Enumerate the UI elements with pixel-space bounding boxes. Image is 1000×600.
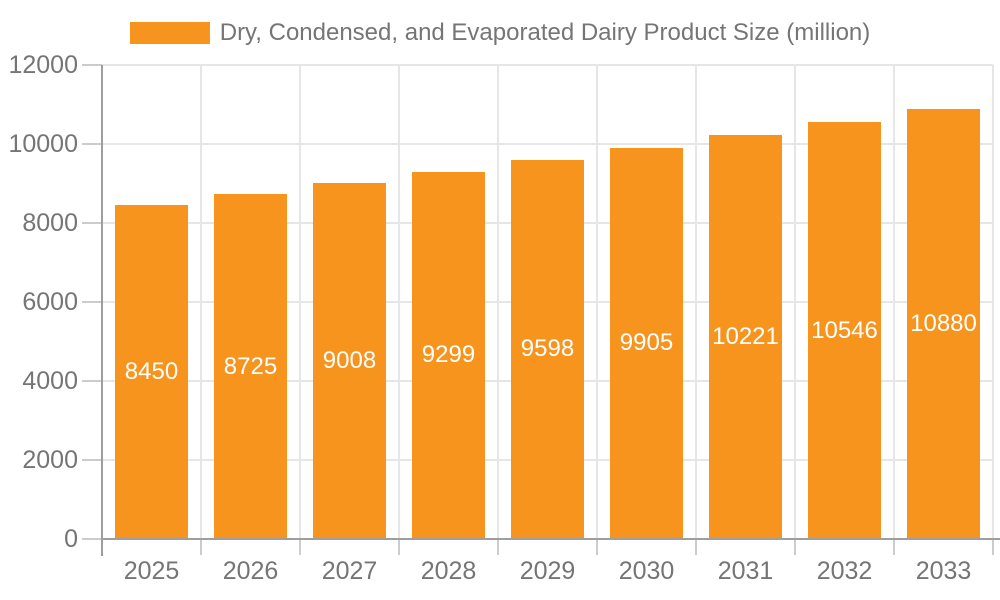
bar <box>610 147 683 539</box>
x-axis-tick <box>299 539 301 555</box>
bar <box>511 159 584 539</box>
y-gridline <box>102 143 993 145</box>
y-axis-tick <box>82 222 102 224</box>
bar-value-label: 8450 <box>124 358 179 386</box>
bar <box>412 171 485 539</box>
x-tick-label: 2032 <box>816 557 873 585</box>
bar <box>115 205 188 539</box>
bar-value-label: 9598 <box>520 335 575 363</box>
legend-swatch <box>129 22 210 44</box>
y-axis-tick <box>82 301 102 303</box>
x-gridline <box>992 65 994 539</box>
x-axis-tick <box>992 539 994 555</box>
x-tick-label: 2029 <box>519 557 576 585</box>
x-gridline <box>497 65 499 539</box>
x-gridline <box>398 65 400 539</box>
y-gridline <box>102 64 993 66</box>
x-axis-tick <box>893 539 895 555</box>
legend-label: Dry, Condensed, and Evaporated Dairy Pro… <box>219 19 871 46</box>
chart-legend[interactable]: Dry, Condensed, and Evaporated Dairy Pro… <box>0 19 1000 46</box>
x-gridline <box>794 65 796 539</box>
bar-value-label: 10546 <box>811 316 878 344</box>
bar <box>313 183 386 539</box>
y-axis-tick <box>82 380 102 382</box>
y-tick-label: 4000 <box>22 367 78 395</box>
bar-value-label: 9299 <box>421 341 476 369</box>
y-tick-label: 8000 <box>22 209 78 237</box>
x-axis-tick <box>596 539 598 555</box>
x-axis-tick <box>794 539 796 555</box>
x-tick-label: 2030 <box>618 557 675 585</box>
y-axis-tick <box>82 143 102 145</box>
bar-value-label: 9008 <box>322 347 377 375</box>
bar-value-label: 9905 <box>619 329 674 357</box>
x-tick-label: 2033 <box>915 557 972 585</box>
y-tick-label: 2000 <box>22 446 78 474</box>
x-tick-label: 2028 <box>420 557 477 585</box>
x-tick-label: 2031 <box>717 557 774 585</box>
x-gridline <box>596 65 598 539</box>
bar-value-label: 10221 <box>712 323 779 351</box>
bar <box>907 109 980 539</box>
y-axis-tick <box>82 538 102 540</box>
x-axis-tick <box>398 539 400 555</box>
x-gridline <box>893 65 895 539</box>
x-gridline <box>695 65 697 539</box>
x-tick-label: 2027 <box>321 557 378 585</box>
x-tick-label: 2025 <box>123 557 180 585</box>
x-gridline <box>299 65 301 539</box>
y-tick-label: 0 <box>64 525 78 553</box>
x-axis-line <box>101 538 1000 540</box>
bar <box>214 194 287 539</box>
y-tick-label: 12000 <box>8 51 78 79</box>
x-axis-tick <box>497 539 499 555</box>
bar <box>808 122 881 539</box>
x-axis-tick <box>695 539 697 555</box>
bar-value-label: 8725 <box>223 352 278 380</box>
y-tick-label: 10000 <box>8 130 78 158</box>
bar <box>709 135 782 539</box>
bar-value-label: 10880 <box>910 310 977 338</box>
x-tick-label: 2026 <box>222 557 279 585</box>
y-axis-line <box>101 65 103 556</box>
y-axis-tick <box>82 64 102 66</box>
x-gridline <box>200 65 202 539</box>
y-tick-label: 6000 <box>22 288 78 316</box>
x-axis-tick <box>200 539 202 555</box>
y-axis-tick <box>82 459 102 461</box>
